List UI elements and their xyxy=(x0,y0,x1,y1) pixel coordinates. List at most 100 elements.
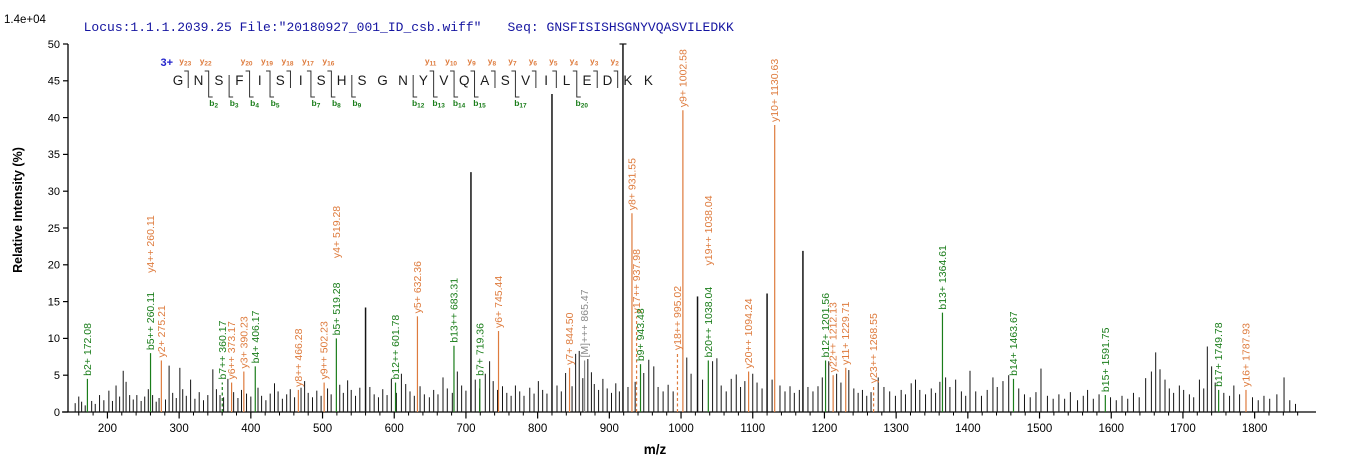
precursor-charge-label: 3+ xyxy=(160,57,173,69)
residue-letter: A xyxy=(480,73,489,88)
spectrum-header: Locus:1.1.1.2039.25 File:"20180927_001_I… xyxy=(68,5,734,35)
fragment-bracket xyxy=(470,70,479,98)
y-tick-label: 5 xyxy=(54,370,60,382)
residue-letter: S xyxy=(358,73,367,88)
y-ion-marker: y8 xyxy=(488,56,497,68)
peak-label: y18++ 995.02 xyxy=(672,286,684,350)
residue-letter: E xyxy=(582,73,591,88)
y-ion-marker: y4 xyxy=(570,56,579,68)
y-tick-label: 40 xyxy=(48,112,60,124)
residue-letter: N xyxy=(398,73,408,88)
peak-label: y7+ 844.50 xyxy=(564,312,576,364)
y-tick-label: 35 xyxy=(48,149,60,161)
peak-label: y2+ 275.21 xyxy=(156,305,168,357)
peak-label: y23++ 1268.55 xyxy=(868,313,880,383)
peak-label: y9+ 1002.58 xyxy=(677,49,689,107)
residue-letter: G xyxy=(377,73,388,88)
x-tick-label: 1200 xyxy=(812,423,838,435)
residue-letter: K xyxy=(644,73,653,88)
fragment-bracket xyxy=(412,75,418,98)
b-ion-marker: b12 xyxy=(412,98,425,110)
residue-letter: N xyxy=(194,73,204,88)
peak-label: b4+ 406.17 xyxy=(250,310,262,363)
y-ion-marker: y9 xyxy=(467,56,476,68)
peak-label: b13+ 1364.61 xyxy=(937,245,949,310)
peak-label: b9+ 943.48 xyxy=(635,308,647,361)
b-ion-marker: b17 xyxy=(514,98,527,110)
x-tick-label: 300 xyxy=(170,423,189,435)
residue-letter: S xyxy=(501,73,510,88)
peak-label: b5++ 260.11 xyxy=(145,292,157,350)
residue-letter: V xyxy=(521,73,530,88)
x-tick-label: 1400 xyxy=(955,423,981,435)
peak-label: y8++ 466.28 xyxy=(293,328,305,387)
peak-label: b2+ 172.08 xyxy=(82,323,94,376)
residue-letter: S xyxy=(317,73,326,88)
peak-label: b5+ 519.28 xyxy=(331,282,343,335)
axis-titles: Relative Intensity (%) m/z xyxy=(11,147,666,457)
peak-label: y9++ 502.23 xyxy=(319,321,331,380)
intensity-reference-label: 1.4e+04 xyxy=(4,14,46,26)
fragment-bracket xyxy=(450,70,459,98)
peak-label: y11+ 1229.71 xyxy=(840,302,852,365)
y-ion-marker: y22 xyxy=(200,56,212,68)
x-tick-label: 500 xyxy=(313,423,332,435)
b-ion-marker: b4 xyxy=(250,98,259,110)
peak-label: b13++ 683.31 xyxy=(448,278,460,343)
y-tick-labels: 0 5 10 15 20 25 30 35 40 45 50 xyxy=(48,39,68,419)
y-tick-label: 20 xyxy=(48,260,60,272)
fragment-bracket xyxy=(306,70,315,98)
peak-label: [M]+++ 865.47 xyxy=(579,289,591,357)
peak-label: b14+ 1463.67 xyxy=(1008,311,1020,376)
y-ion-marker: y5 xyxy=(549,56,558,68)
peak-label: b20++ 1038.04 xyxy=(703,287,715,358)
peak-label: y4++ 260.11 xyxy=(145,215,157,273)
y-tick-label: 10 xyxy=(48,333,60,345)
peak-label: y6+ 745.44 xyxy=(493,276,505,328)
y-tick-label: 25 xyxy=(48,223,60,235)
residue-letter: F xyxy=(235,73,243,88)
peak-label: y4+ 519.28 xyxy=(331,206,343,258)
x-tick-label: 1800 xyxy=(1242,423,1268,435)
fragment-bracket xyxy=(245,70,254,98)
peak-label: y20++ 1094.24 xyxy=(743,298,755,368)
fragment-bracket xyxy=(286,70,291,88)
fragment-bracket xyxy=(613,70,619,88)
residue-letter: V xyxy=(439,73,448,88)
x-tick-label: 700 xyxy=(456,423,475,435)
x-tick-label: 400 xyxy=(241,423,260,435)
y-ion-marker: y19 xyxy=(261,56,273,68)
x-tick-label: 900 xyxy=(600,423,619,435)
residue-letter: D xyxy=(603,73,613,88)
peak-label: b17+ 1749.78 xyxy=(1213,322,1225,387)
fragment-bracket xyxy=(184,70,189,88)
noise-peaks xyxy=(74,43,1297,412)
residue-letter: I xyxy=(299,73,303,88)
x-tick-labels: 200 300 400 500 600 700 800 900 1000 1100 1200 1300… xyxy=(78,412,1299,435)
b-ion-marker: b7 xyxy=(312,98,321,110)
y-axis-title: Relative Intensity (%) xyxy=(11,147,25,273)
residue-letter: H xyxy=(337,73,347,88)
b-ion-marker: b9 xyxy=(352,98,361,110)
y-ion-marker: y16 xyxy=(322,56,334,68)
peak-label: b12++ 601.78 xyxy=(390,315,402,380)
peak-label: y3+ 390.23 xyxy=(238,316,250,368)
y-tick-label: 50 xyxy=(48,39,60,51)
b-ion-marker: b15 xyxy=(473,98,486,110)
residue-letter: I xyxy=(544,73,548,88)
y-tick-label: 45 xyxy=(48,76,60,88)
peak-label: y22++ 1212.13 xyxy=(828,302,840,372)
residue-letter: Y xyxy=(419,73,428,88)
peak-label: y19++ 1038.04 xyxy=(703,195,715,265)
y-ion-marker: y17 xyxy=(302,56,314,68)
b-ion-marker: b20 xyxy=(576,98,589,110)
y-ion-marker: y10 xyxy=(445,56,457,68)
x-tick-label: 1500 xyxy=(1027,423,1053,435)
b-ion-marker: b13 xyxy=(432,98,445,110)
residue-letter: G xyxy=(173,73,184,88)
residue-letter: L xyxy=(563,73,571,88)
peak-label: y10+ 1130.63 xyxy=(769,59,781,122)
